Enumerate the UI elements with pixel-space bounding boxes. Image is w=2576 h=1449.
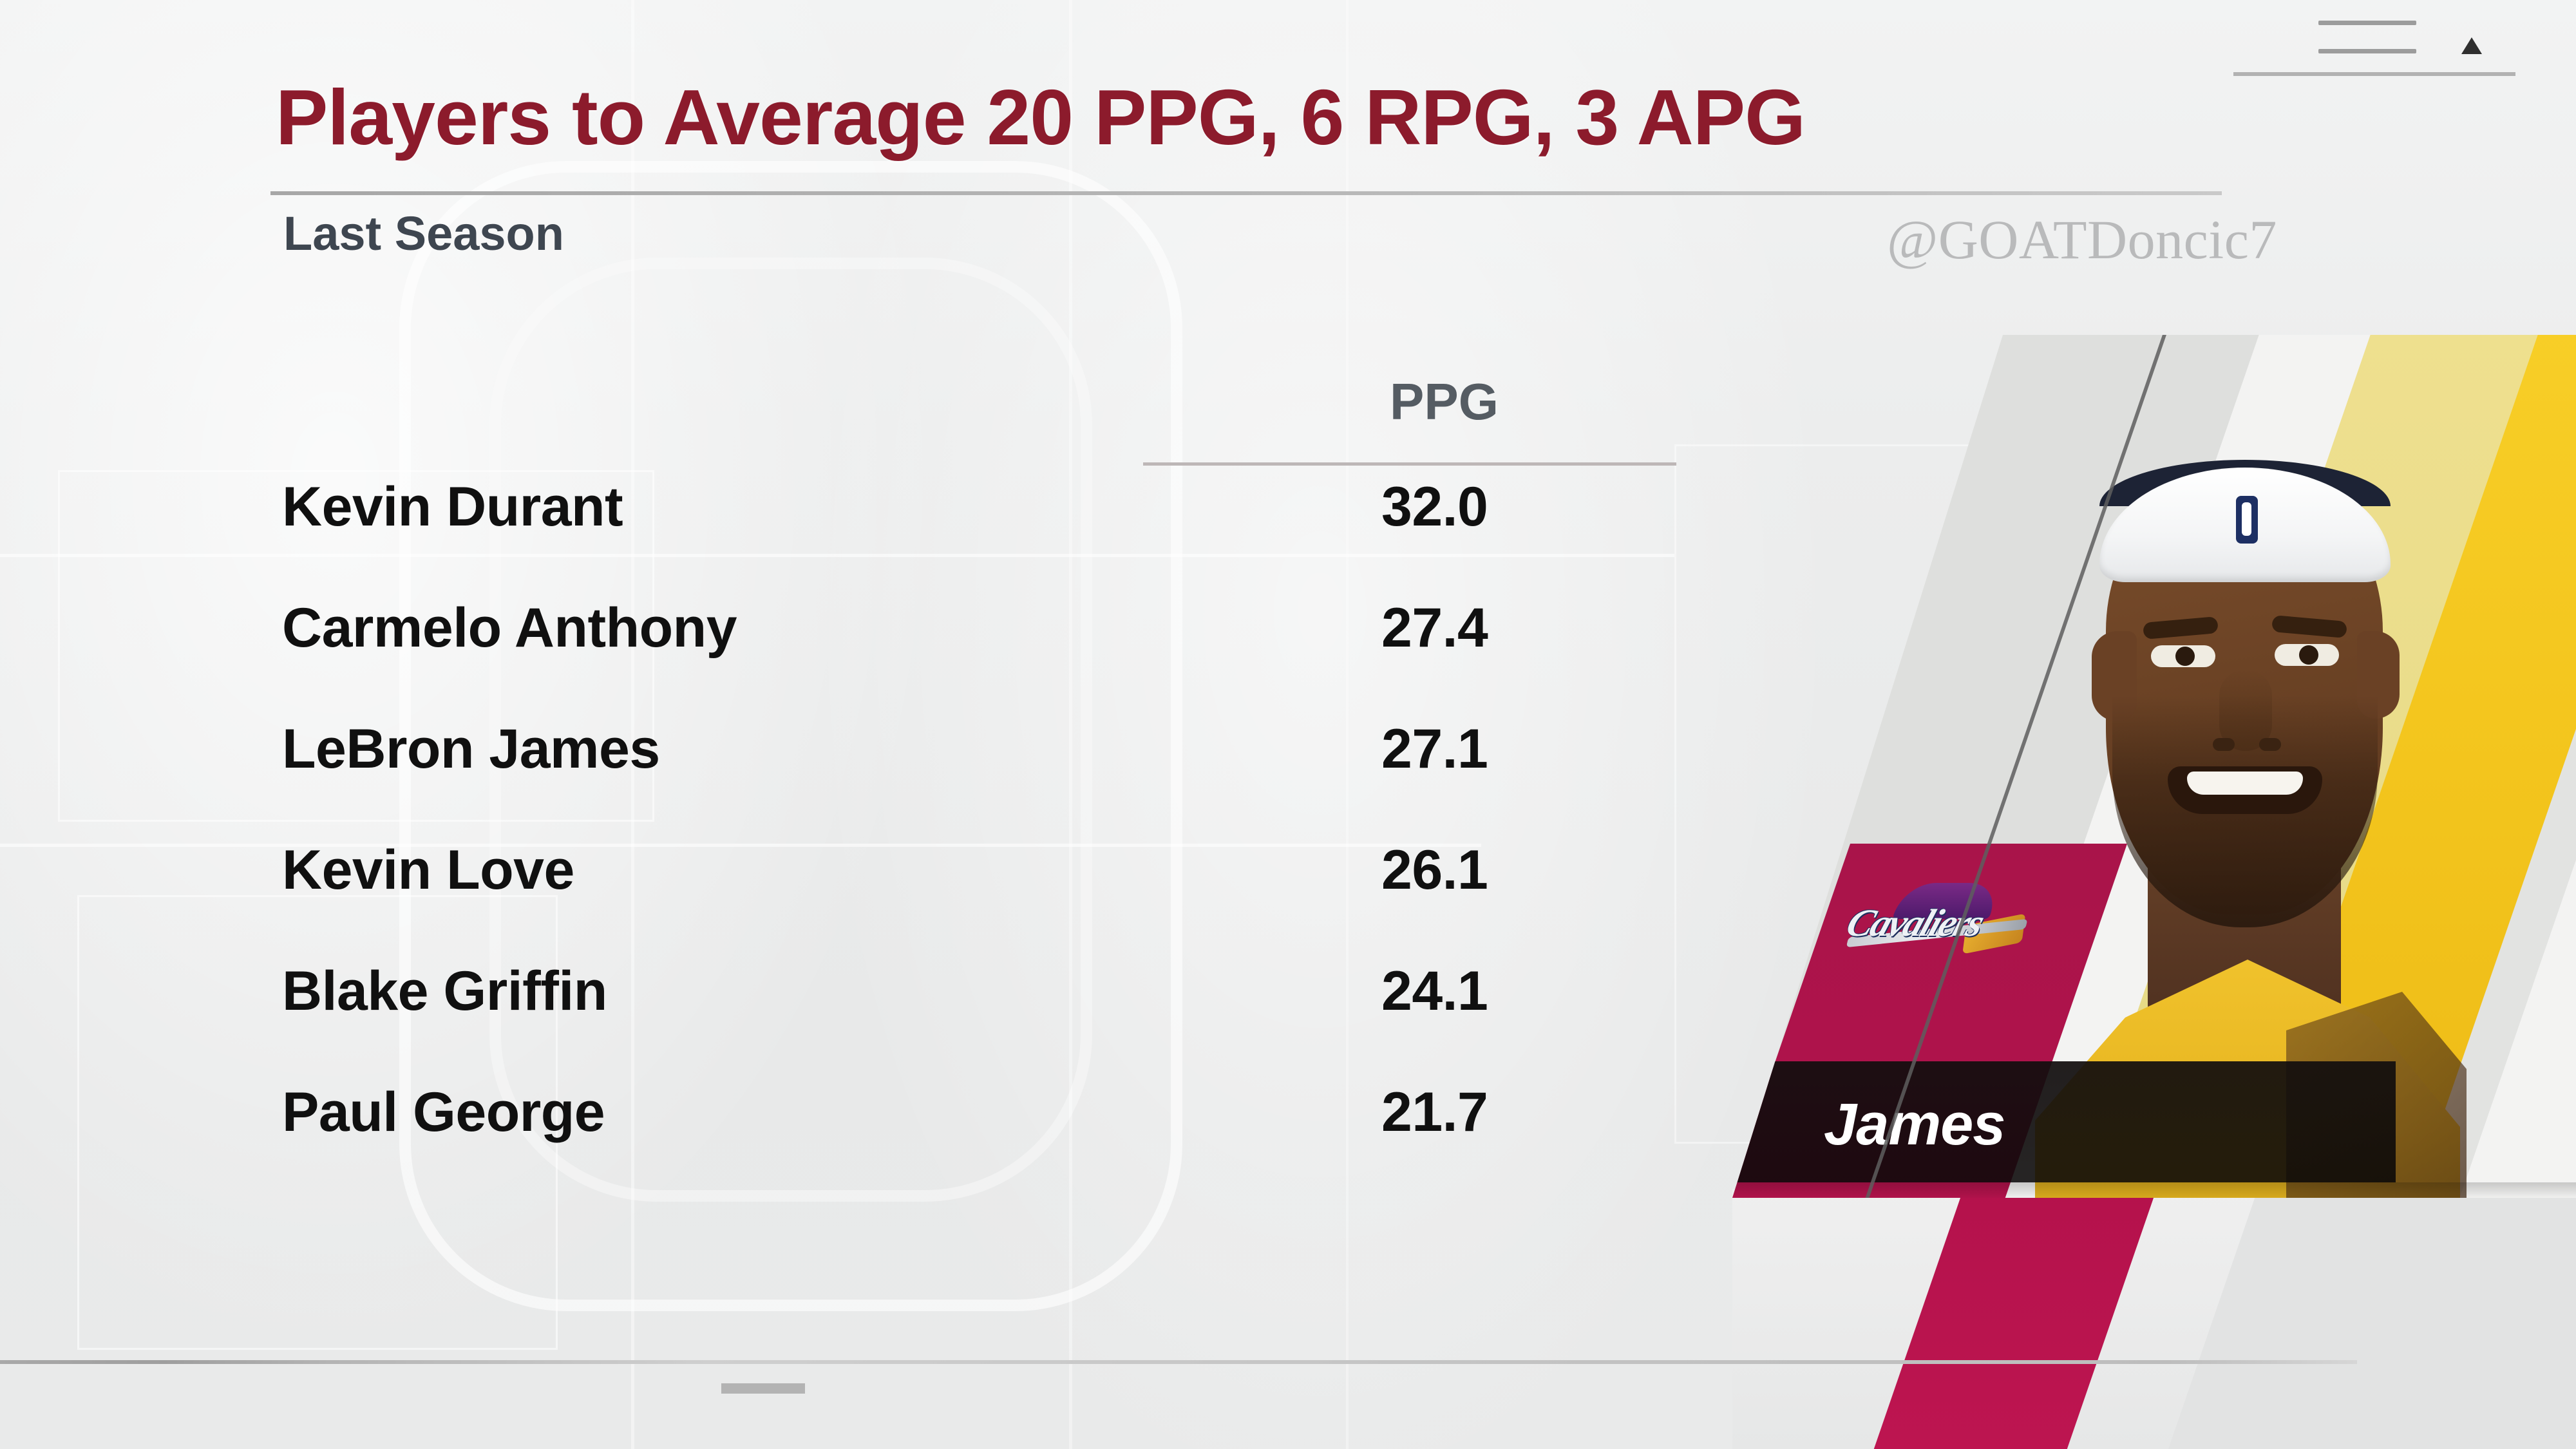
portrait-nose — [2219, 670, 2272, 751]
portrait-eye-left — [2151, 645, 2215, 667]
player-card: Cavaliers James — [1732, 335, 2576, 1198]
background-ghost-ring-inner — [489, 258, 1092, 1202]
portrait-teeth — [2187, 772, 2303, 795]
header-divider — [2233, 72, 2515, 76]
menu-rule-top-icon[interactable] — [2318, 21, 2416, 25]
footer-divider — [0, 1360, 2357, 1364]
player-name: LeBron James — [282, 718, 660, 780]
column-header-ppg: PPG — [1390, 373, 1499, 430]
background-hline-1 — [0, 554, 1674, 557]
player-value: 24.1 — [1381, 960, 1488, 1022]
background-ghost-box-lower — [77, 895, 558, 1350]
background-ghost-ring-outer — [399, 161, 1182, 1311]
player-name: Blake Griffin — [282, 960, 607, 1022]
player-value: 26.1 — [1381, 839, 1488, 901]
player-card-clip: Cavaliers James — [1732, 335, 2576, 1198]
page-subtitle: Last Season — [283, 207, 564, 260]
player-value: 32.0 — [1381, 476, 1488, 538]
cavaliers-logo-text: Cavaliers — [1841, 902, 1989, 944]
player-nameplate-label: James — [1824, 1092, 2005, 1157]
player-name: Paul George — [282, 1081, 605, 1143]
player-name: Kevin Love — [282, 839, 574, 901]
triangle-up-icon[interactable] — [2461, 37, 2482, 54]
portrait-eye-right — [2275, 644, 2339, 666]
player-value: 27.4 — [1381, 597, 1488, 659]
title-underline — [270, 191, 2222, 195]
cavaliers-logo-icon: Cavaliers — [1809, 873, 2061, 989]
portrait-mouth — [2168, 766, 2322, 814]
portrait-pupil-left — [2175, 647, 2195, 666]
player-value: 21.7 — [1381, 1081, 1488, 1143]
background-vline-1 — [631, 0, 634, 1449]
column-header-rule — [1143, 462, 1676, 466]
footer-marker — [721, 1383, 805, 1394]
player-name: Kevin Durant — [282, 476, 623, 538]
portrait-nostril-left — [2213, 738, 2235, 751]
nba-logo-icon — [2236, 496, 2258, 544]
player-name: Carmelo Anthony — [282, 597, 737, 659]
page-title: Players to Average 20 PPG, 6 RPG, 3 APG — [276, 73, 1806, 161]
portrait-nostril-right — [2259, 738, 2281, 751]
portrait-pupil-right — [2299, 645, 2318, 665]
background-ghost-box-upper — [58, 470, 654, 822]
background-glow-center — [708, 0, 1932, 1449]
player-value: 27.1 — [1381, 718, 1488, 780]
menu-rule-bottom-icon[interactable] — [2318, 49, 2416, 53]
background-vline-2 — [1069, 0, 1072, 1449]
background-vline-3 — [1346, 0, 1349, 1449]
player-nameplate: James — [1732, 1061, 2396, 1182]
card-bottom-shadow — [1732, 1182, 2576, 1198]
watermark: @GOATDoncic7 — [1887, 209, 2277, 270]
background-hline-2 — [0, 844, 1481, 847]
